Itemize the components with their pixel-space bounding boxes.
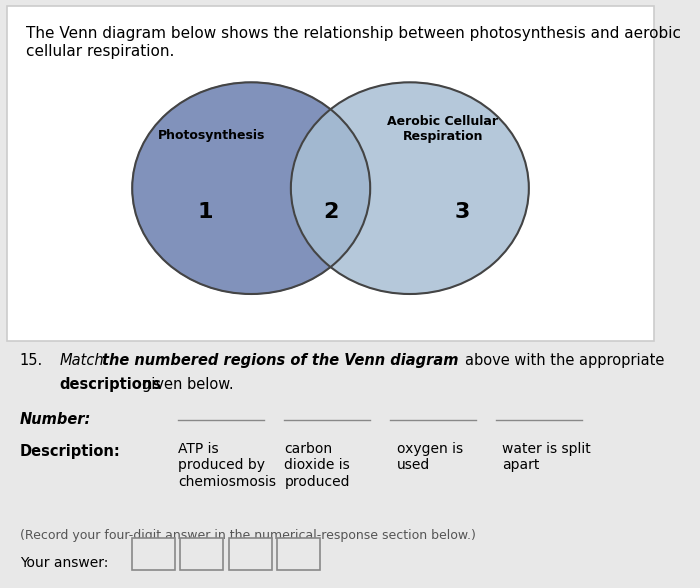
Text: 3: 3 [455, 202, 470, 222]
Text: ATP is
produced by
chemiosmosis: ATP is produced by chemiosmosis [178, 442, 276, 489]
Text: Match: Match [60, 353, 104, 368]
Text: 15.: 15. [20, 353, 43, 368]
Text: water is split
apart: water is split apart [503, 442, 591, 472]
Text: Description:: Description: [20, 444, 120, 459]
Text: descriptions: descriptions [60, 377, 162, 393]
Text: the numbered regions of the Venn diagram: the numbered regions of the Venn diagram [102, 353, 459, 368]
FancyBboxPatch shape [277, 538, 320, 570]
Circle shape [291, 82, 528, 294]
Text: Number:: Number: [20, 412, 91, 427]
Text: Your answer:: Your answer: [20, 556, 108, 570]
Text: given below.: given below. [142, 377, 234, 393]
Text: Aerobic Cellular
Respiration: Aerobic Cellular Respiration [387, 115, 498, 143]
Text: oxygen is
used: oxygen is used [397, 442, 463, 472]
FancyBboxPatch shape [181, 538, 223, 570]
Text: The Venn diagram below shows the relationship between photosynthesis and aerobic: The Venn diagram below shows the relatio… [27, 26, 681, 59]
Text: above with the appropriate: above with the appropriate [465, 353, 664, 368]
FancyBboxPatch shape [132, 538, 175, 570]
Circle shape [132, 82, 370, 294]
FancyBboxPatch shape [6, 6, 654, 341]
Text: (Record your four-digit answer in the numerical-response section below.): (Record your four-digit answer in the nu… [20, 529, 476, 542]
Text: 1: 1 [197, 202, 213, 222]
Text: carbon
dioxide is
produced: carbon dioxide is produced [284, 442, 350, 489]
FancyBboxPatch shape [229, 538, 272, 570]
Text: Photosynthesis: Photosynthesis [158, 129, 265, 142]
Text: 2: 2 [323, 202, 338, 222]
